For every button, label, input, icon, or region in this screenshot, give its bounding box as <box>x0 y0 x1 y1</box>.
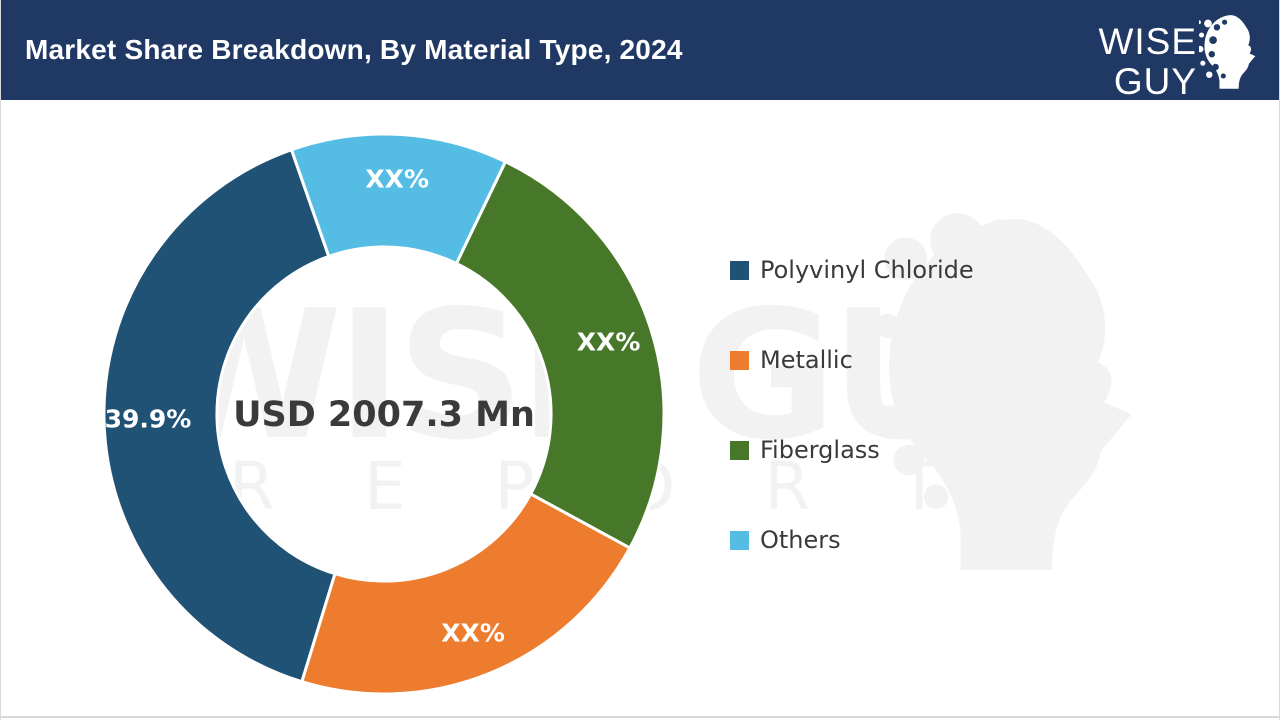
watermark-face-icon <box>875 213 1132 570</box>
brand-logo-face-icon <box>1199 15 1256 89</box>
legend-item-polyvinyl-chloride[interactable]: Polyvinyl Chloride <box>730 256 974 285</box>
donut-segment-others[interactable] <box>290 132 507 265</box>
donut-segment-metallic[interactable] <box>300 492 632 696</box>
segment-percent-label: XX% <box>365 164 429 193</box>
legend-swatch-icon <box>730 261 749 280</box>
brand-logo-sub: R E P O R T S <box>1058 105 1195 135</box>
segment-percent-label: XX% <box>577 328 641 357</box>
legend-swatch-icon <box>730 441 749 460</box>
brand-logo-text: WISE GUY R E P O R T S <box>1033 21 1197 136</box>
bottom-divider <box>1 716 1279 718</box>
legend-label: Others <box>760 526 841 554</box>
legend-label: Fiberglass <box>760 436 880 464</box>
legend-label: Metallic <box>760 346 853 374</box>
page-title: Market Share Breakdown, By Material Type… <box>25 34 683 65</box>
legend-swatch-icon <box>730 531 749 550</box>
legend-swatch-icon <box>730 351 749 370</box>
donut-chart: 39.9% XX% XX% XX% USD 2007.3 Mn <box>102 132 666 696</box>
chart-legend: Polyvinyl Chloride Metallic Fiberglass Othe… <box>730 256 974 616</box>
donut-segment-polyvinyl-chloride[interactable] <box>102 148 337 684</box>
chart-center-value: USD 2007.3 Mn <box>233 395 535 435</box>
donut-segment-fiberglass[interactable] <box>454 160 666 550</box>
legend-label: Polyvinyl Chloride <box>760 256 974 284</box>
legend-item-fiberglass[interactable]: Fiberglass <box>730 436 974 465</box>
header: Market Share Breakdown, By Material Type… <box>1 0 1279 135</box>
brand-logo-main: WISE GUY <box>1098 21 1197 102</box>
segment-percent-label: 39.9% <box>105 405 192 434</box>
segment-percent-label: XX% <box>441 619 505 648</box>
brand-logo: WISE GUY R E P O R T S <box>1033 6 1263 135</box>
legend-item-metallic[interactable]: Metallic <box>730 346 974 375</box>
legend-item-others[interactable]: Others <box>730 526 974 555</box>
